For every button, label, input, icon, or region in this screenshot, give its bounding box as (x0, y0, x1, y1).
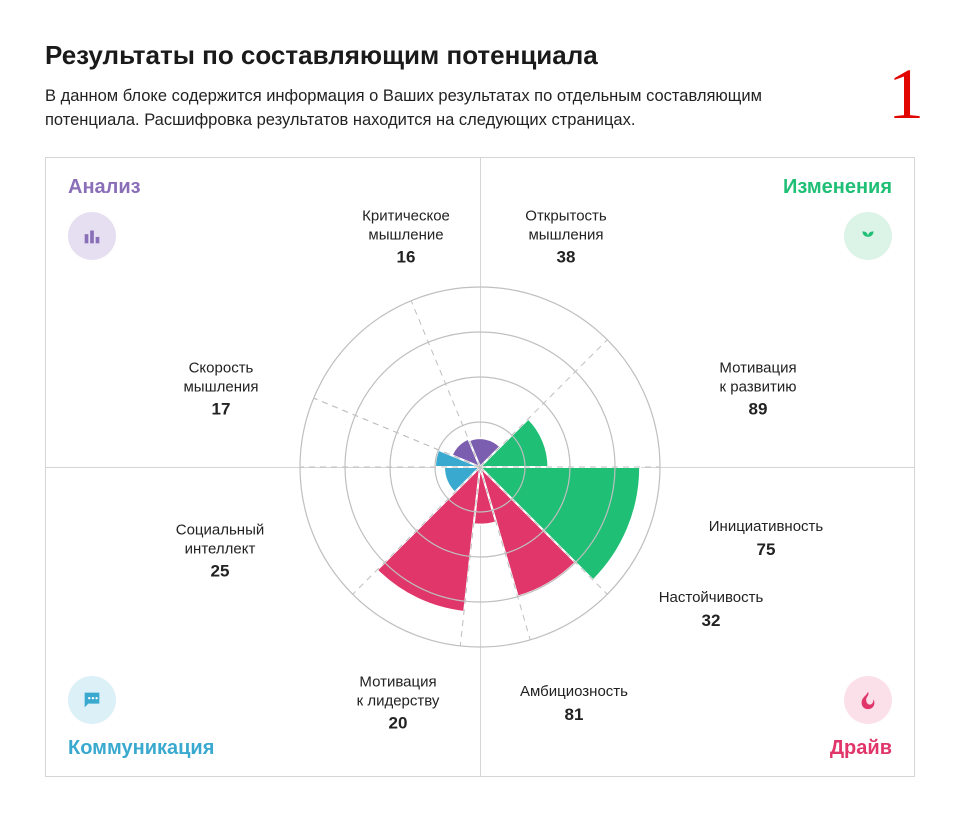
page-subtitle: В данном блоке содержится информация о В… (45, 85, 845, 133)
metric-Открытость-мышления: Открытостьмышления38 (525, 207, 606, 268)
page-title: Результаты по составляющим потенциала (45, 40, 914, 71)
metric-Скорость-мышления: Скоростьмышления17 (183, 359, 258, 420)
polar-chart-svg (250, 237, 710, 697)
metric-Настойчивость: Настойчивость32 (659, 589, 764, 631)
spoke (314, 398, 480, 467)
metric-Инициативность: Инициативность75 (709, 518, 823, 560)
flame-icon (844, 676, 892, 724)
chat-icon (68, 676, 116, 724)
page-number: 1 (888, 58, 924, 130)
metric-Социальный-интеллект: Социальныйинтеллект25 (176, 521, 265, 582)
metric-Мотивация-к-лидерству: Мотивацияк лидерству20 (357, 673, 440, 734)
quadrant-label-changes: Изменения (783, 176, 892, 199)
sprout-icon (844, 212, 892, 260)
spoke (411, 301, 480, 467)
metric-Мотивация-к-развитию: Мотивацияк развитию89 (719, 359, 796, 420)
bars-icon (68, 212, 116, 260)
quadrant-label-communication: Коммуникация (68, 737, 214, 760)
metric-Критическое-мышление: Критическоемышление16 (362, 207, 450, 268)
quadrant-label-analysis: Анализ (68, 176, 141, 199)
metric-Амбициозность: Амбициозность81 (520, 683, 628, 725)
quadrant-label-drive: Драйв (830, 737, 892, 760)
potential-chart: Анализ Изменения Коммуникация Драйв Критиче… (45, 157, 915, 777)
